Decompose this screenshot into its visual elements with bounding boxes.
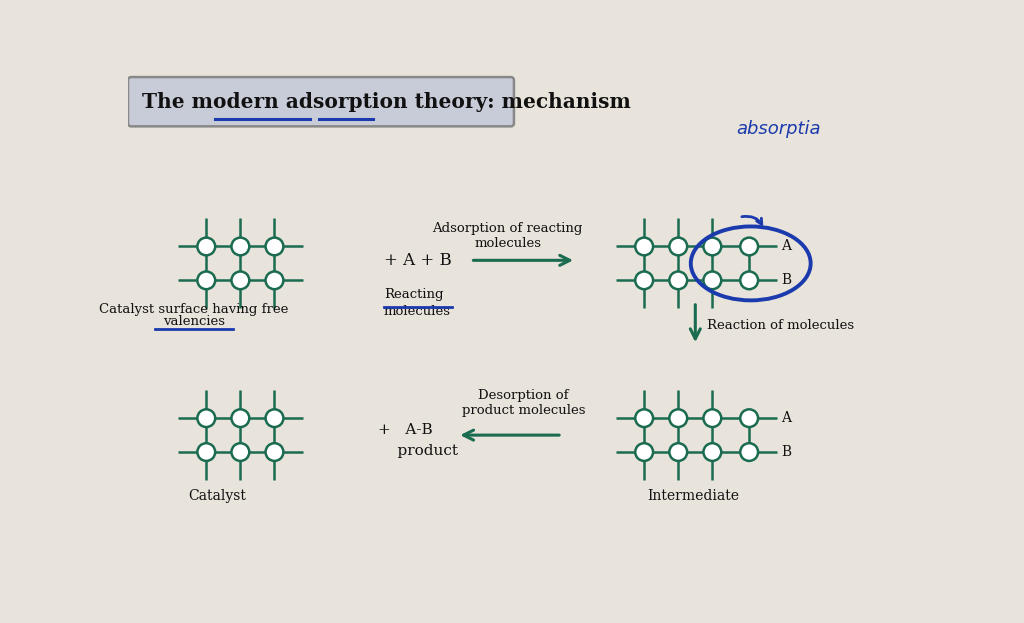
Circle shape <box>703 237 721 255</box>
Circle shape <box>670 237 687 255</box>
Circle shape <box>198 272 215 289</box>
Circle shape <box>740 443 758 461</box>
Text: Intermediate: Intermediate <box>648 489 739 503</box>
Circle shape <box>265 237 284 255</box>
Text: Reaction of molecules: Reaction of molecules <box>707 318 854 331</box>
Circle shape <box>635 272 653 289</box>
Circle shape <box>231 272 249 289</box>
Text: +   A-B: + A-B <box>378 423 432 437</box>
Text: Reacting: Reacting <box>384 288 443 301</box>
Text: absorptia: absorptia <box>736 120 821 138</box>
Circle shape <box>670 409 687 427</box>
FancyBboxPatch shape <box>128 77 514 126</box>
Circle shape <box>265 443 284 461</box>
Text: molecules: molecules <box>384 305 451 318</box>
Circle shape <box>635 409 653 427</box>
Text: B: B <box>781 445 792 459</box>
Circle shape <box>703 409 721 427</box>
Circle shape <box>265 409 284 427</box>
Text: Adsorption of reacting
molecules: Adsorption of reacting molecules <box>432 222 583 250</box>
Circle shape <box>635 443 653 461</box>
Circle shape <box>231 443 249 461</box>
Text: The modern adsorption theory: mechanism: The modern adsorption theory: mechanism <box>142 92 631 112</box>
Text: Catalyst surface having free: Catalyst surface having free <box>99 303 289 316</box>
Circle shape <box>231 237 249 255</box>
Text: product: product <box>378 444 458 457</box>
Text: valencies: valencies <box>163 315 225 328</box>
Text: Desorption of
product molecules: Desorption of product molecules <box>462 389 585 417</box>
Circle shape <box>635 237 653 255</box>
Circle shape <box>198 237 215 255</box>
Text: A: A <box>781 411 792 425</box>
Circle shape <box>703 272 721 289</box>
Circle shape <box>231 409 249 427</box>
Circle shape <box>198 443 215 461</box>
Circle shape <box>670 443 687 461</box>
Text: A: A <box>781 239 792 254</box>
Circle shape <box>740 409 758 427</box>
Circle shape <box>670 272 687 289</box>
Text: Catalyst: Catalyst <box>188 489 246 503</box>
Circle shape <box>740 272 758 289</box>
Circle shape <box>703 443 721 461</box>
Circle shape <box>198 409 215 427</box>
Circle shape <box>740 237 758 255</box>
Text: B: B <box>781 273 792 287</box>
Circle shape <box>265 272 284 289</box>
Text: + A + B: + A + B <box>384 252 452 269</box>
